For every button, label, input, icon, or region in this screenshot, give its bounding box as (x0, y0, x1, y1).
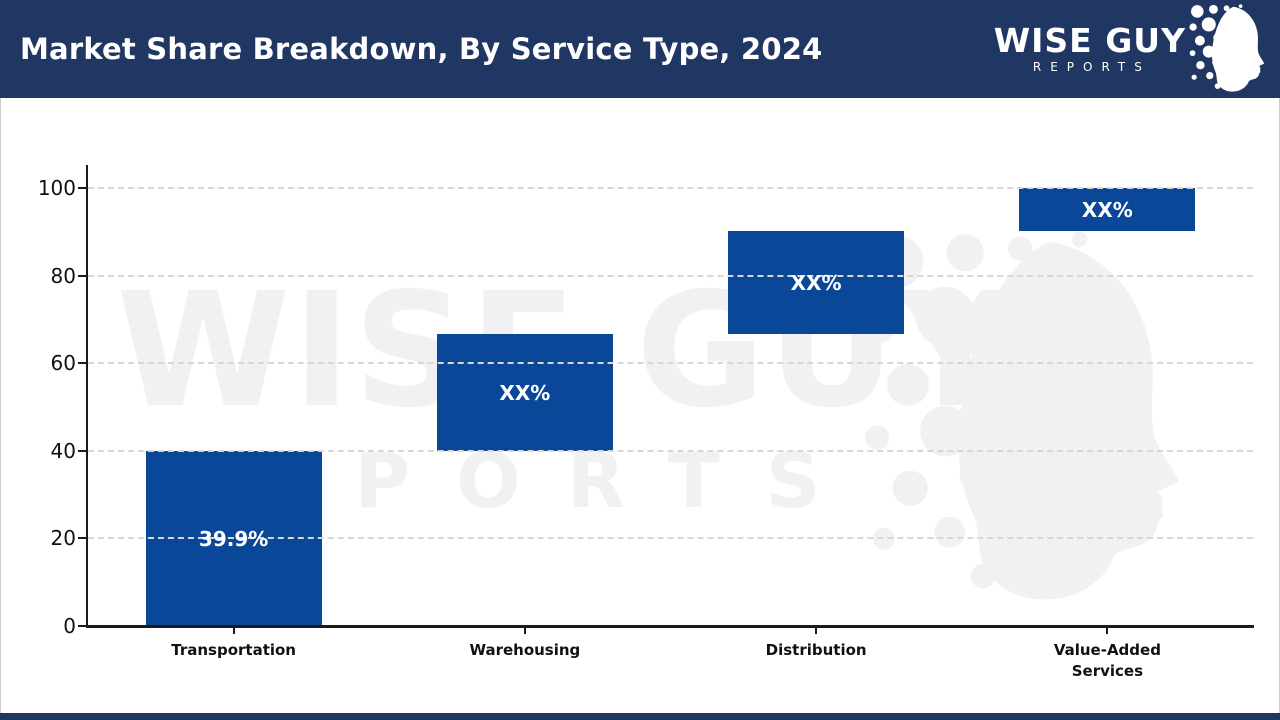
gridline (88, 362, 1253, 365)
y-tick-mark (78, 274, 87, 277)
bar-value-label: XX% (499, 380, 551, 405)
bar-value-label: XX% (790, 270, 842, 295)
brand-logo: WISE GUY REPORTS (994, 2, 1270, 96)
brand-subtitle: REPORTS (1032, 60, 1151, 74)
y-tick-mark (78, 362, 87, 365)
y-tick-label: 20 (50, 526, 76, 551)
x-category-label: Distribution (765, 641, 867, 659)
x-tick-mark (1106, 628, 1109, 634)
x-category-label: Warehousing (469, 641, 581, 659)
brand-head-icon (1189, 4, 1265, 92)
chart-title: Market Share Breakdown, By Service Type,… (20, 32, 823, 66)
footer-bar (0, 713, 1280, 720)
y-tick-label: 100 (37, 176, 76, 200)
y-tick-mark (78, 187, 87, 189)
y-tick-label: 0 (63, 614, 76, 638)
bar-value-label: XX% (1081, 197, 1133, 222)
x-category-label: Transportation (171, 641, 296, 659)
brand-name: WISE GUY (993, 21, 1186, 60)
bar (1019, 188, 1196, 232)
x-tick-mark (523, 628, 526, 634)
gridline (88, 449, 1253, 452)
y-axis-spine (86, 165, 88, 628)
x-category-label: Value-Added Services (1053, 641, 1161, 680)
bar (436, 333, 613, 452)
y-tick-label: 80 (50, 263, 76, 288)
x-tick-mark (232, 628, 235, 634)
x-tick-mark (815, 628, 818, 634)
y-tick-mark (78, 625, 87, 627)
brand-logo-text: WISE GUY REPORTS (994, 24, 1186, 74)
y-tick-label: 60 (50, 351, 76, 376)
gridline (88, 274, 1253, 277)
gridline (88, 537, 1253, 540)
y-tick-mark (78, 537, 87, 540)
y-tick-label: 40 (50, 438, 76, 463)
x-axis-spine (86, 625, 1254, 628)
y-tick-mark (78, 449, 87, 452)
bar-value-label: 39.9% (198, 526, 269, 551)
gridline (88, 187, 1253, 189)
header-bar: Market Share Breakdown, By Service Type,… (0, 0, 1280, 98)
